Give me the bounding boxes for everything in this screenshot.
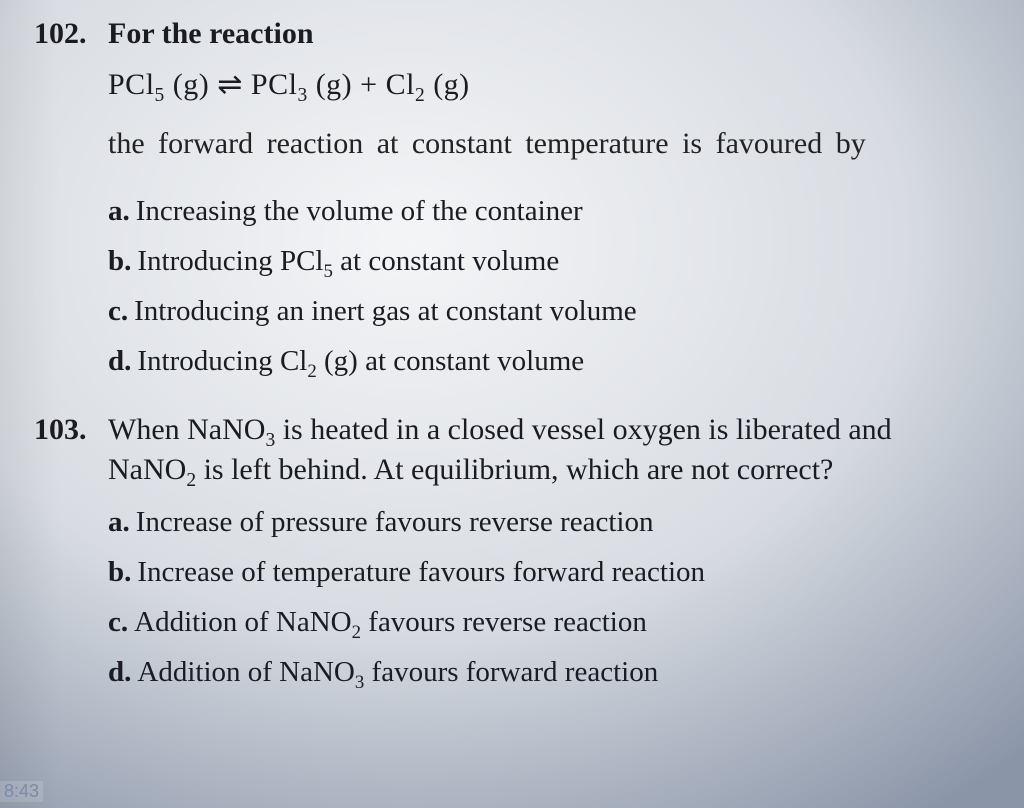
question-103: 103. When NaNO3 is heated in a closed ve… [34,410,964,693]
q103-option-b: b.Increase of temperature favours forwar… [108,551,964,593]
page-content: 102. For the reaction PCl5 (g) ⇌ PCl3 (g… [0,0,1024,741]
question-102: 102. For the reaction PCl5 (g) ⇌ PCl3 (g… [34,14,964,382]
q102-body: PCl5 (g) ⇌ PCl3 (g) + Cl2 (g) the forwar… [108,65,964,382]
q103-option-a: a.Increase of pressure favours reverse r… [108,501,964,543]
q102-lead: For the reaction [108,14,314,55]
q103-stem: When NaNO3 is heated in a closed vessel … [108,410,964,491]
q103-option-c: c.Addition of NaNO2 favours reverse reac… [108,601,964,643]
q102-stem: the forward reaction at constant tempera… [108,121,964,168]
q103-number: 103. [34,410,92,451]
q103-header: 103. When NaNO3 is heated in a closed ve… [34,410,964,491]
q102-option-c: c.Introducing an inert gas at constant v… [108,290,964,332]
q102-option-d: d.Introducing Cl2 (g) at constant volume [108,340,964,382]
q102-equation: PCl5 (g) ⇌ PCl3 (g) + Cl2 (g) [108,65,964,106]
q102-number: 102. [34,14,92,55]
q103-options: a.Increase of pressure favours reverse r… [108,501,964,693]
q103-body: a.Increase of pressure favours reverse r… [108,501,964,693]
corner-watermark: 8:43 [0,781,43,802]
q102-header: 102. For the reaction [34,14,964,55]
q102-option-a: a.Increasing the volume of the container [108,190,964,232]
q103-option-d: d.Addition of NaNO3 favours forward reac… [108,651,964,693]
q102-option-b: b.Introducing PCl5 at constant volume [108,240,964,282]
q102-options: a.Increasing the volume of the container… [108,190,964,382]
